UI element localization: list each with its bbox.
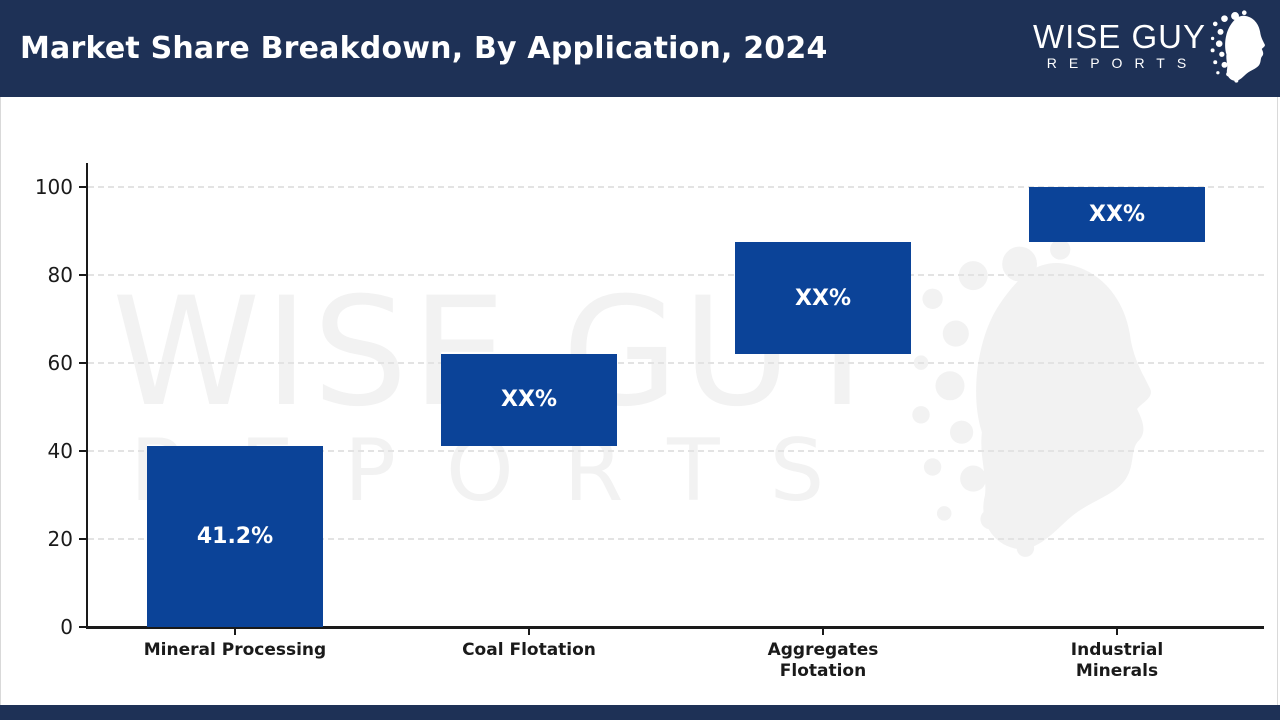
x-category-label: Mineral Processing [143,640,327,660]
brand-logo: WISE GUY REPORTS [1012,6,1272,92]
y-tick-label: 0 [60,615,73,639]
footer-bar [0,705,1280,720]
x-tick-mark [822,627,824,635]
y-tick-mark [79,274,88,276]
bar-value-label: XX% [501,387,557,413]
x-category-label: Industrial Minerals [1070,640,1164,682]
y-tick-mark [79,450,88,452]
y-tick-label: 40 [47,439,73,463]
gridline [88,274,1264,276]
bar-value-label: 41.2% [196,523,274,549]
gridline [88,186,1264,188]
y-tick-label: 20 [47,527,73,551]
header-bar: Market Share Breakdown, By Application, … [0,0,1280,97]
x-tick-mark [528,627,530,635]
gridline [88,450,1264,452]
bar-mineral-processing: 41.2% [147,445,323,627]
gridline [88,538,1264,540]
bar-industrial-minerals: XX% [1029,187,1205,243]
gridline [88,362,1264,364]
y-tick-mark [79,186,88,188]
bar-coal-flotation: XX% [441,354,617,446]
y-tick-mark [79,626,88,628]
brand-logo-line2: REPORTS [1046,54,1199,71]
brand-logo-words: WISE GUY REPORTS [1032,18,1206,71]
bar-value-label: XX% [795,285,851,311]
x-tick-mark [234,627,236,635]
y-tick-label: 80 [47,263,73,287]
x-axis [86,626,1264,629]
brand-logo-line1: WISE GUY [1032,18,1206,55]
x-category-label: Coal Flotation [462,640,596,660]
y-tick-label: 60 [47,351,73,375]
x-category-label: Aggregates Flotation [767,640,879,682]
y-axis [86,163,88,627]
x-tick-mark [1116,627,1118,635]
y-tick-mark [79,362,88,364]
y-tick-mark [79,538,88,540]
bar-aggregates-flotation: XX% [735,242,911,355]
bar-value-label: XX% [1089,202,1145,228]
y-tick-label: 100 [34,175,73,199]
chart-title: Market Share Breakdown, By Application, … [20,31,828,66]
brand-head-logo-icon [1206,8,1272,90]
